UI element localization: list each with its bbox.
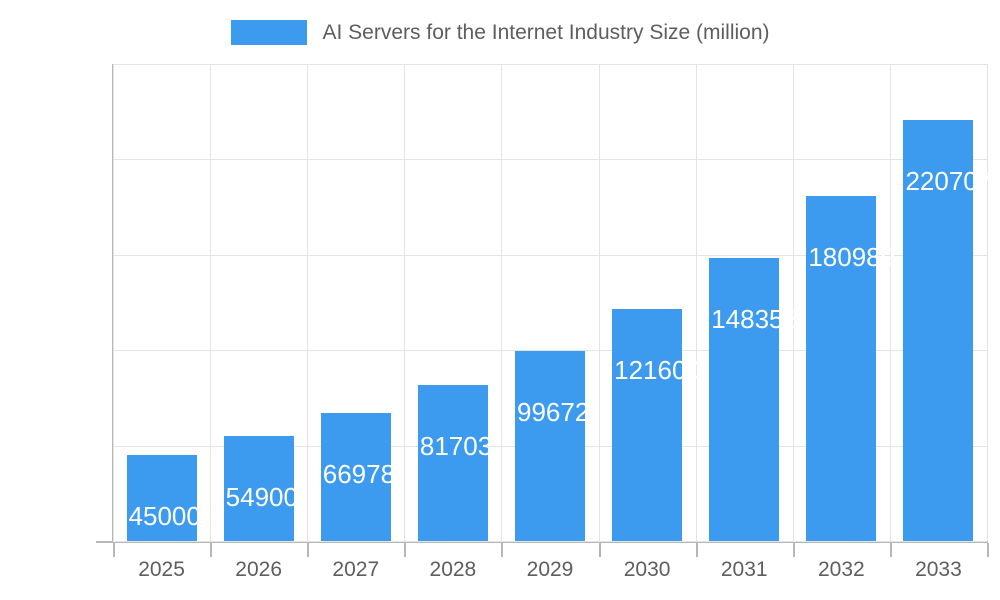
gridline-vertical [696, 64, 697, 541]
bar[interactable] [223, 436, 294, 541]
gridline-vertical [599, 64, 600, 541]
gridline-horizontal [113, 541, 987, 542]
x-axis-tick-mark [696, 543, 698, 557]
bar-value-label: 220707 [905, 165, 993, 196]
bar[interactable] [709, 257, 780, 541]
x-axis-tick-mark [793, 543, 795, 557]
bar[interactable] [612, 308, 683, 541]
gridline-vertical [210, 64, 211, 541]
gridline-vertical [890, 64, 891, 541]
bar-value-label: 54900 [225, 482, 298, 513]
gridline-vertical [987, 64, 988, 541]
gridline-horizontal [113, 64, 987, 65]
gridline-horizontal [113, 159, 987, 161]
x-axis-tick-label: 2027 [332, 558, 380, 581]
plot-area: 45000 54900 66978 81703 99672 121600 148352 180… [113, 64, 992, 542]
bar-value-label: 148352 [711, 303, 798, 334]
x-axis-tick-mark [501, 543, 503, 557]
x-axis-tick-label: 2028 [429, 558, 477, 581]
x-axis-tick-mark [890, 543, 892, 557]
gridline-vertical [501, 64, 502, 541]
gridline-vertical [113, 64, 114, 541]
gridline-horizontal [113, 350, 987, 352]
bar[interactable] [806, 195, 877, 541]
bar-value-label: 45000 [128, 501, 201, 532]
x-axis-tick-mark [987, 543, 989, 557]
x-axis-tick-mark [307, 543, 309, 557]
gridline-horizontal [113, 254, 987, 256]
legend-swatch-icon [230, 19, 307, 45]
bar[interactable] [515, 350, 585, 541]
bar[interactable] [320, 413, 391, 541]
x-axis-tick-mark [210, 543, 212, 557]
x-axis-tick-label: 2032 [817, 558, 865, 581]
x-axis-tick-label: 2026 [235, 558, 283, 581]
x-axis-tick-label: 2025 [138, 558, 185, 581]
bar-value-label: 180989 [808, 241, 896, 272]
gridline-vertical [307, 64, 308, 541]
bar-value-label: 66978 [322, 459, 396, 490]
chart-legend: AI Servers for the Internet Industry Siz… [0, 14, 1000, 50]
gridline-vertical [404, 64, 405, 541]
bar[interactable] [903, 119, 974, 541]
x-axis-tick-label: 2030 [623, 558, 671, 581]
x-axis-tick-label: 2029 [526, 558, 574, 581]
legend-label: AI Servers for the Internet Industry Siz… [322, 20, 770, 44]
x-axis-tick-mark [599, 543, 601, 557]
x-axis-line [96, 541, 988, 543]
gridline-vertical [793, 64, 794, 541]
bar-value-label: 121600 [614, 354, 701, 385]
x-axis-tick-label: 2033 [915, 558, 962, 581]
x-axis-tick-label: 2031 [720, 558, 768, 581]
x-axis-tick-mark [404, 543, 406, 557]
bar-value-label: 99672 [517, 396, 590, 427]
bar[interactable] [126, 455, 197, 541]
bar-value-label: 81703 [419, 431, 493, 462]
bar[interactable] [417, 385, 488, 541]
x-axis-tick-mark [113, 543, 115, 557]
